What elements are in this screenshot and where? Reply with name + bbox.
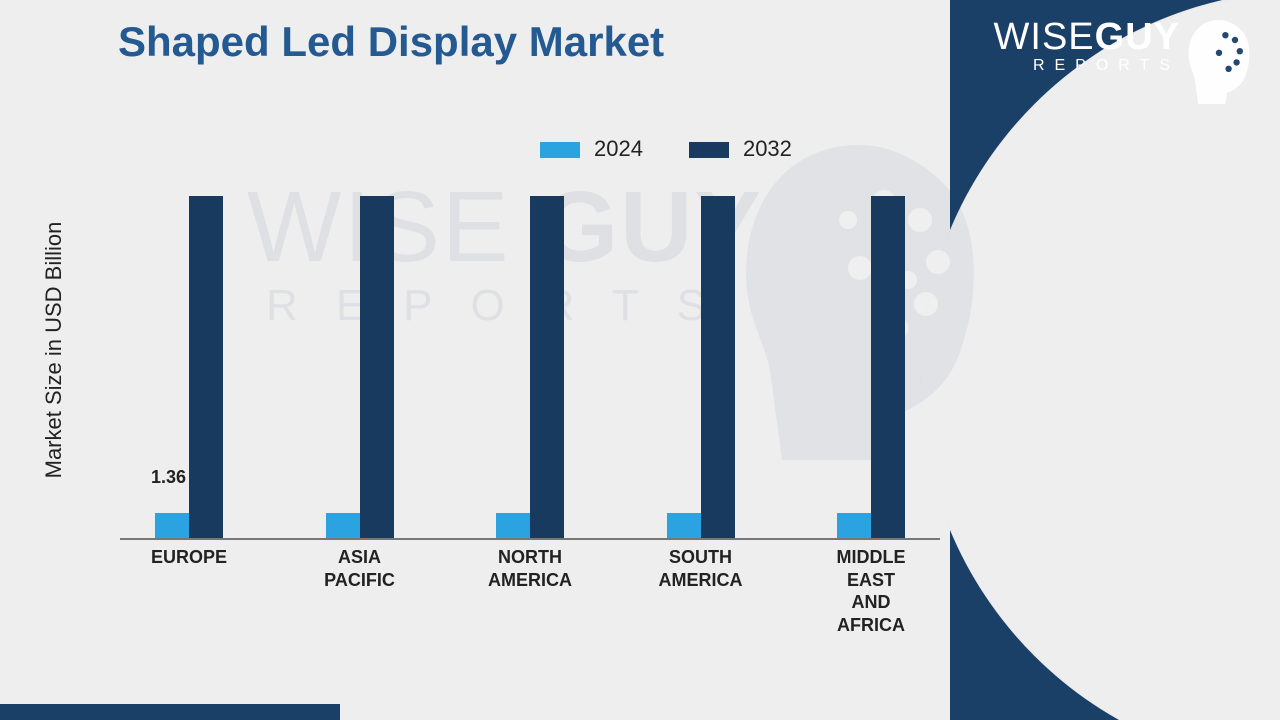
bar-2032 [189,196,223,538]
bar-2024 [326,513,360,538]
bar-group [802,170,940,538]
legend-item-2024: 2024 [540,136,643,162]
bar-2032 [530,196,564,538]
bar-group [291,170,429,538]
bar-2024 [837,513,871,538]
x-axis-category: EUROPE [120,546,258,636]
x-axis-category: SOUTHAMERICA [632,546,770,636]
bar-2032 [871,196,905,538]
footer-accent-bar [0,704,340,720]
y-axis-label: Market Size in USD Billion [41,222,67,479]
bar-2024 [155,513,189,538]
legend-swatch-icon [689,142,729,158]
x-axis-labels: EUROPE ASIAPACIFIC NORTHAMERICA SOUTHAMERIC… [120,546,940,636]
bar-group [461,170,599,538]
bar-group: 1.36 [120,170,258,538]
chart-canvas: WISE GUY REPORTS Shaped Led Display Mark… [0,0,1280,720]
x-axis-category: NORTHAMERICA [461,546,599,636]
legend-item-2032: 2032 [689,136,792,162]
bar-chart: 1.36 [120,170,940,540]
bar-2032 [360,196,394,538]
bar-2024 [667,513,701,538]
brand-logo: WISEGUY REPORTS [994,18,1254,74]
x-axis-category: ASIAPACIFIC [291,546,429,636]
x-axis-category: MIDDLEEASTANDAFRICA [802,546,940,636]
legend: 2024 2032 [540,136,792,162]
bar-2024 [496,513,530,538]
bar-value-label: 1.36 [126,467,186,490]
chart-title: Shaped Led Display Market [118,18,664,66]
bar-group [632,170,770,538]
bar-2032 [701,196,735,538]
legend-swatch-icon [540,142,580,158]
